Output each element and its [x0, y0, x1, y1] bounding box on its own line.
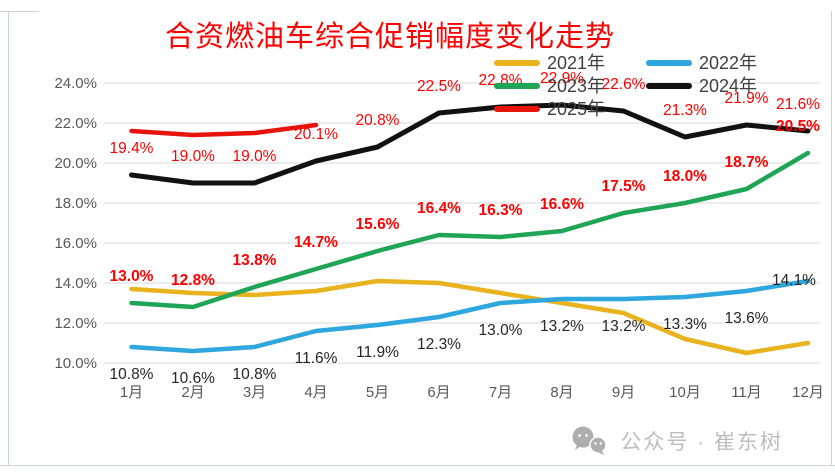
data-label-2024年: 20.1% — [294, 126, 338, 143]
y-tick-label: 14.0% — [54, 275, 97, 292]
frame-border-top-stub — [0, 11, 39, 12]
legend-swatch-2022-icon — [646, 60, 692, 66]
data-label-2023年: 17.5% — [602, 178, 646, 195]
data-label-2024年: 22.9% — [540, 70, 584, 87]
watermark-text: 公众号 · 崔东树 — [620, 431, 783, 454]
data-label-2023年: 13.8% — [233, 252, 277, 269]
legend-item-2021: 2021年 — [494, 52, 605, 74]
frame-border-left — [8, 11, 9, 466]
x-tick-label: 5月 — [366, 384, 389, 401]
data-label-2022年: 12.3% — [417, 336, 461, 353]
data-label-2024年: 22.6% — [602, 76, 646, 93]
x-tick-label: 8月 — [550, 384, 573, 401]
watermark: 公众号 · 崔东树 — [569, 426, 783, 456]
y-tick-label: 20.0% — [54, 155, 97, 172]
y-tick-label: 16.0% — [54, 235, 97, 252]
legend-item-2023: 2023年 — [494, 75, 605, 97]
y-tick-label: 24.0% — [54, 75, 97, 92]
frame-border-bottom — [0, 465, 835, 466]
y-tick-label: 12.0% — [54, 315, 97, 332]
data-label-2023年: 16.4% — [417, 200, 461, 217]
x-tick-label: 12月 — [792, 384, 824, 401]
legend-item-2024: 2024年 — [646, 75, 757, 97]
data-label-2023年: 16.3% — [479, 202, 523, 219]
series-line-2021年 — [129, 278, 811, 356]
data-label-2022年: 13.3% — [663, 316, 707, 333]
data-label-2023年: 12.8% — [171, 272, 215, 289]
legend-label-2021: 2021年 — [547, 53, 606, 73]
x-tick-label: 11月 — [731, 384, 762, 401]
data-label-2024年: 19.4% — [110, 140, 154, 157]
y-tick-label: 10.0% — [54, 355, 97, 372]
x-tick-label: 3月 — [243, 384, 266, 401]
data-label-2022年: 11.6% — [295, 350, 338, 367]
x-tick-label: 4月 — [304, 384, 327, 401]
data-label-2022年: 14.1% — [772, 272, 816, 289]
data-label-2024年: 20.8% — [356, 112, 400, 129]
x-tick-label: 1月 — [120, 384, 143, 401]
data-label-2024年: 19.0% — [233, 148, 277, 165]
data-label-2023年: 15.6% — [356, 216, 400, 233]
series-line-2022年 — [129, 278, 811, 354]
data-label-2024年: 19.0% — [171, 148, 215, 165]
x-tick-label: 6月 — [427, 384, 450, 401]
x-tick-label: 10月 — [669, 384, 701, 401]
series-line-2023年 — [129, 150, 811, 310]
data-label-2022年: 13.0% — [479, 322, 523, 339]
x-tick-label: 7月 — [489, 384, 512, 401]
data-label-2022年: 10.8% — [110, 366, 154, 383]
data-label-2023年: 16.6% — [540, 196, 584, 213]
data-label-2022年: 10.6% — [171, 370, 215, 387]
wechat-icon — [572, 426, 608, 455]
data-label-2023年: 20.5% — [776, 118, 820, 135]
data-label-2023年: 18.0% — [663, 168, 707, 185]
data-label-2023年: 18.7% — [725, 154, 769, 171]
frame-border-right — [831, 11, 832, 466]
series-line-2024年 — [129, 102, 811, 186]
legend-swatch-2023-icon — [494, 83, 540, 89]
series-line-2025年 — [129, 122, 319, 138]
legend-label-2022: 2022年 — [699, 53, 758, 73]
data-label-2023年: 13.0% — [110, 268, 154, 285]
y-tick-label: 22.0% — [54, 115, 97, 132]
x-tick-label: 2月 — [181, 384, 204, 401]
legend-label-2023: 2023年 — [547, 76, 606, 96]
data-label-2022年: 10.8% — [233, 366, 277, 383]
data-label-2024年: 21.3% — [663, 102, 707, 119]
data-label-2022年: 13.6% — [725, 310, 769, 327]
data-label-2024年: 22.5% — [417, 78, 461, 95]
data-label-2023年: 14.7% — [294, 234, 338, 251]
legend-swatch-2021-icon — [494, 60, 540, 66]
legend-item-2025: 2025年 — [494, 98, 605, 120]
data-label-2022年: 11.9% — [356, 344, 399, 361]
legend-swatch-2024-icon — [646, 83, 692, 89]
chart-title: 合资燃油车综合促销幅度变化走势 — [164, 21, 615, 53]
data-label-2022年: 13.2% — [540, 318, 584, 335]
data-label-2022年: 13.2% — [602, 318, 646, 335]
legend-label-2025: 2025年 — [547, 99, 606, 119]
legend-item-2022: 2022年 — [646, 52, 757, 74]
data-label-2024年: 21.9% — [725, 90, 769, 107]
legend-swatch-2025-icon — [494, 106, 540, 112]
y-tick-label: 18.0% — [54, 195, 97, 212]
legend-label-2024: 2024年 — [699, 76, 758, 96]
data-label-2024年: 21.6% — [776, 96, 820, 113]
x-tick-label: 9月 — [612, 384, 635, 401]
